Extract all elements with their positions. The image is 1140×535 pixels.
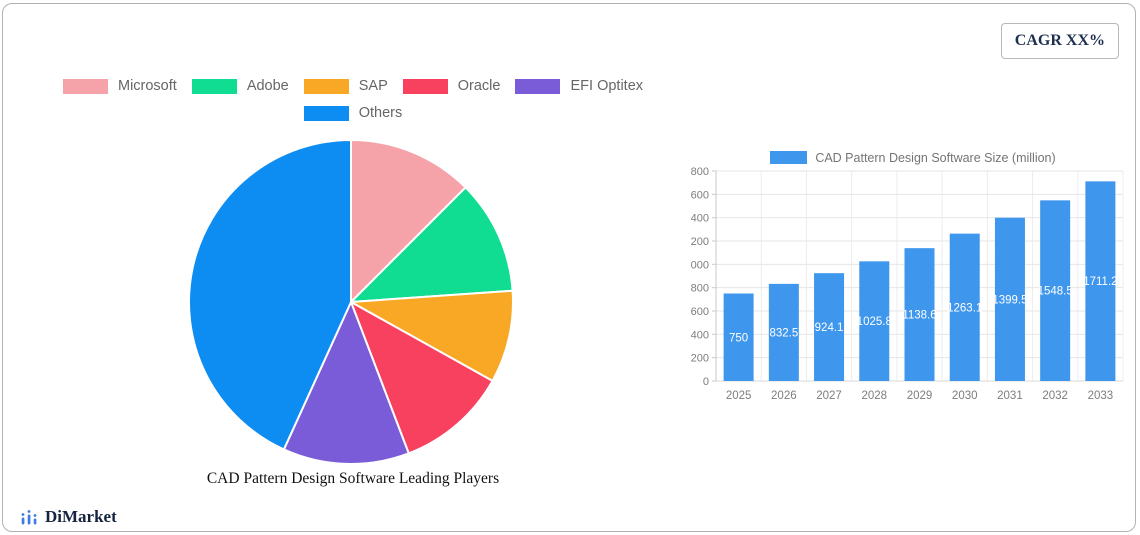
cagr-badge: CAGR XX% — [1000, 23, 1119, 59]
pie-legend-row-2: Others — [303, 105, 403, 121]
x-axis-label: 2031 — [997, 390, 1023, 402]
x-axis-label: 2029 — [907, 390, 933, 402]
legend-label: EFI Optitex — [570, 78, 644, 94]
pie-slice-sap — [350, 289, 514, 382]
bar-value-label: 1711.2 — [1083, 276, 1117, 288]
bar-2031 — [994, 217, 1025, 381]
pie-legend-row-1: Microsoft Adobe SAP Oracle EFI Optitex — [62, 78, 643, 94]
bar-2032 — [1040, 200, 1071, 381]
bar-value-label: 832.5 — [769, 327, 798, 339]
bar-chart: CAD Pattern Design Software Size (millio… — [685, 149, 1135, 413]
bar-2028 — [859, 261, 890, 381]
y-axis-label: 1200 — [691, 236, 709, 248]
y-axis-label: 1600 — [691, 189, 709, 201]
legend-label: Adobe — [246, 78, 289, 94]
bar-2033 — [1085, 181, 1116, 381]
bar-value-label: 924.1 — [815, 322, 844, 334]
bar-value-label: 1025.8 — [857, 316, 892, 328]
brand-logo: DiMarket — [19, 507, 117, 527]
x-axis-label: 2028 — [861, 390, 887, 402]
legend-item-sap: SAP — [303, 78, 388, 94]
legend-label: Others — [358, 105, 403, 121]
legend-item-efi-optitex: EFI Optitex — [515, 78, 643, 94]
legend-item-others: Others — [303, 105, 403, 121]
brand-name: DiMarket — [45, 507, 117, 526]
pie-legend: Microsoft Adobe SAP Oracle EFI Optitex Other… — [3, 78, 703, 121]
pie-slice-efi-optitex — [282, 301, 410, 466]
legend-swatch — [191, 78, 237, 94]
y-axis-label: 1400 — [691, 213, 709, 225]
bar-value-label: 1138.6 — [902, 310, 936, 322]
x-axis-label: 2032 — [1042, 390, 1068, 402]
legend-swatch — [303, 78, 349, 94]
bar-2029 — [904, 248, 935, 381]
chart-card: CAGR XX% Microsoft Adobe SAP Oracle EFI Opti… — [2, 3, 1136, 532]
pie-slice-oracle — [350, 301, 494, 455]
legend-item-adobe: Adobe — [191, 78, 289, 94]
bar-value-label: 1548.5 — [1038, 286, 1073, 298]
y-axis-label: 0 — [703, 376, 709, 388]
legend-swatch — [62, 78, 108, 94]
pie-chart-svg — [188, 139, 514, 466]
y-axis-label: 800 — [691, 283, 709, 295]
x-axis-label: 2026 — [771, 390, 797, 402]
legend-item-microsoft: Microsoft — [62, 78, 177, 94]
bar-chart-svg: 0 200 400 600 800 1000 1200 1400 1600 1800 750 2025… — [685, 166, 1124, 402]
legend-item-oracle: Oracle — [402, 78, 501, 94]
y-axis-label: 600 — [691, 306, 709, 318]
bar-2027 — [814, 273, 845, 381]
pie-slice-others — [188, 139, 352, 451]
bar-value-label: 1263.1 — [947, 302, 982, 314]
y-axis-label: 1000 — [691, 259, 709, 271]
bar-2030 — [949, 233, 980, 381]
bar-value-label: 750 — [729, 332, 748, 344]
x-axis-label: 2025 — [726, 390, 752, 402]
legend-label: Oracle — [457, 78, 501, 94]
bar-chart-legend: CAD Pattern Design Software Size (millio… — [691, 149, 1135, 166]
y-axis-label: 1800 — [691, 166, 709, 178]
bar-2025 — [723, 293, 754, 381]
y-axis-label: 400 — [691, 329, 709, 341]
x-axis-label: 2027 — [816, 390, 842, 402]
legend-label: Microsoft — [117, 78, 177, 94]
bar-legend-label: CAD Pattern Design Software Size (millio… — [815, 150, 1056, 165]
pie-slice-microsoft — [350, 139, 467, 303]
x-axis-label: 2030 — [952, 390, 978, 402]
legend-label: SAP — [358, 78, 388, 94]
bar-2026 — [768, 283, 799, 381]
legend-swatch — [515, 78, 561, 94]
x-axis-label: 2033 — [1088, 390, 1114, 402]
legend-swatch — [303, 105, 349, 121]
y-axis-label: 200 — [691, 353, 709, 365]
bar-value-label: 1399.5 — [992, 294, 1027, 306]
bar-legend-swatch — [770, 151, 808, 164]
pie-chart-title: CAD Pattern Design Software Leading Play… — [206, 470, 500, 487]
pie-chart — [186, 137, 516, 472]
legend-swatch — [402, 78, 448, 94]
pie-slice-adobe — [350, 186, 514, 303]
bar-chart-logo-icon — [21, 510, 37, 525]
